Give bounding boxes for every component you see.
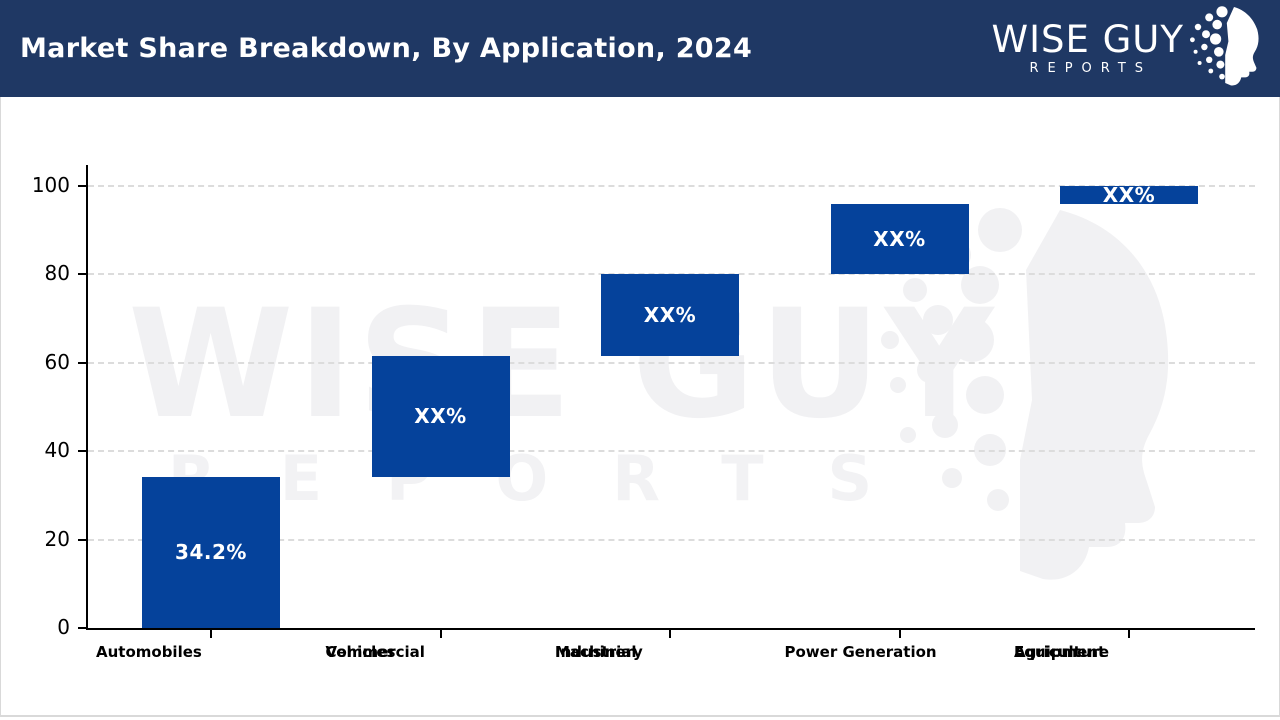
- y-tick-label: 20: [44, 526, 70, 551]
- y-axis: [86, 165, 88, 630]
- y-tick-label: 80: [44, 261, 70, 286]
- y-gridline: [88, 538, 1255, 541]
- x-tick: [898, 630, 901, 638]
- y-tick: [78, 538, 86, 541]
- x-category-label-line: Machinery: [555, 643, 643, 661]
- x-category-label-line: Power Generation: [784, 643, 937, 661]
- wise-guy-logo: WISE GUY REPORTS: [992, 4, 1266, 94]
- bar-value-label: XX%: [643, 303, 697, 328]
- x-category-label-line: Automobiles: [96, 643, 202, 661]
- y-gridline: [88, 361, 1255, 364]
- bar-value-label: 34.2%: [175, 540, 247, 565]
- y-tick: [78, 361, 86, 364]
- bar-value-label: XX%: [1102, 183, 1156, 208]
- y-tick-label: 60: [44, 349, 70, 374]
- y-tick-label: 40: [44, 438, 70, 463]
- y-tick-label: 100: [31, 173, 70, 197]
- bar-segment: XX%: [1060, 183, 1198, 208]
- header: Market Share Breakdown, By Application, …: [0, 0, 1280, 97]
- y-tick: [78, 185, 86, 187]
- x-tick: [439, 630, 442, 638]
- logo-wordmark-line1: WISE GUY: [991, 18, 1184, 62]
- y-gridline: [88, 185, 1255, 187]
- x-axis: [86, 628, 1255, 630]
- x-tick: [210, 630, 212, 638]
- bar-value-label: XX%: [414, 404, 467, 429]
- bar-value-label: XX%: [873, 227, 926, 252]
- y-tick: [78, 273, 86, 276]
- x-category-label-line: Equipment: [1014, 643, 1106, 661]
- y-gridline: [88, 450, 1255, 453]
- x-category-label-line: Vehicles: [325, 643, 396, 661]
- x-tick: [1128, 630, 1130, 638]
- bar-segment: XX%: [371, 356, 510, 477]
- x-category-label-line: Industrial: [555, 643, 637, 661]
- x-category-label-line: Commercial: [325, 643, 425, 661]
- bar-segment: XX%: [830, 204, 969, 275]
- page-title: Market Share Breakdown, By Application, …: [20, 33, 753, 64]
- x-tick: [669, 630, 671, 638]
- y-tick: [78, 627, 86, 629]
- logo-wordmark: WISE GUY REPORTS: [991, 18, 1184, 76]
- bar-segment: 34.2%: [142, 476, 280, 628]
- logo-wordmark-line2: REPORTS: [1029, 60, 1153, 76]
- y-tick-label: 0: [57, 615, 70, 639]
- bar-segment: XX%: [601, 274, 739, 357]
- y-tick: [78, 450, 86, 453]
- logo-head-icon: [1186, 4, 1266, 94]
- x-category-label-line: Agriculture: [1014, 643, 1110, 661]
